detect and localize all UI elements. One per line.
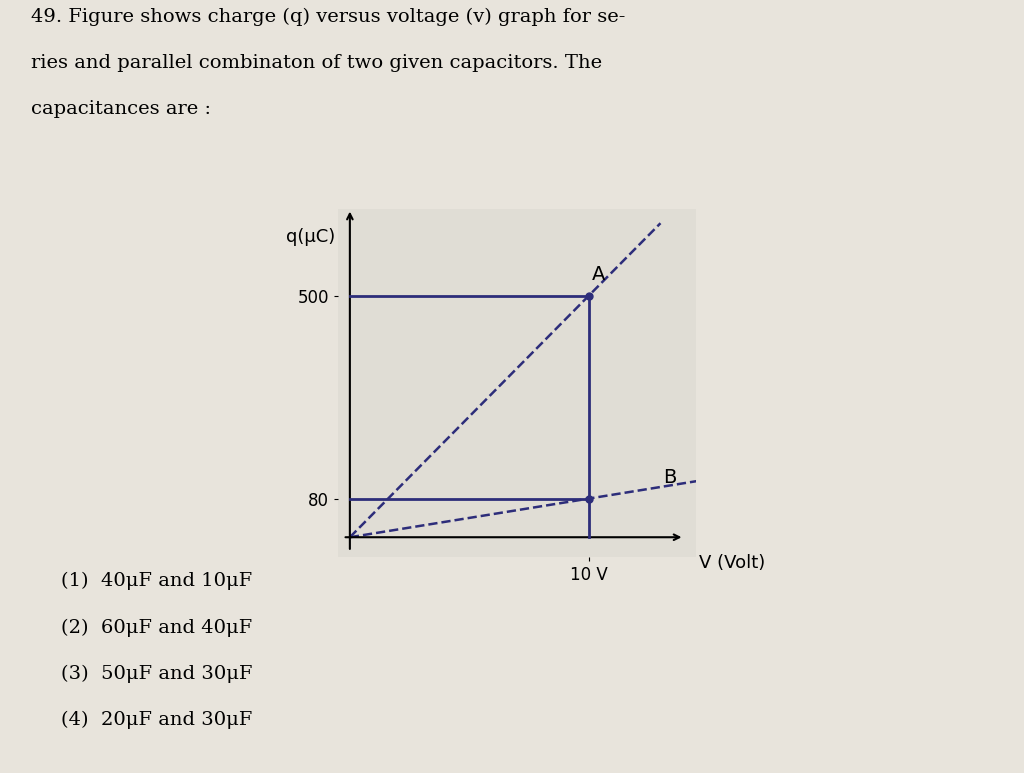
Text: V (Volt): V (Volt) [698,554,765,572]
Text: (4)  20μF and 30μF: (4) 20μF and 30μF [61,711,253,730]
Text: q(μC): q(μC) [287,229,336,247]
Text: capacitances are :: capacitances are : [31,100,211,118]
Text: (3)  50μF and 30μF: (3) 50μF and 30μF [61,665,253,683]
Text: A: A [592,265,605,284]
Text: 49. Figure shows charge (q) versus voltage (v) graph for se-: 49. Figure shows charge (q) versus volta… [31,8,625,26]
Text: (1)  40μF and 10μF: (1) 40μF and 10μF [61,572,253,591]
Text: (2)  60μF and 40μF: (2) 60μF and 40μF [61,618,253,637]
Text: ries and parallel combinaton of two given capacitors. The: ries and parallel combinaton of two give… [31,54,602,72]
Text: B: B [664,468,677,487]
